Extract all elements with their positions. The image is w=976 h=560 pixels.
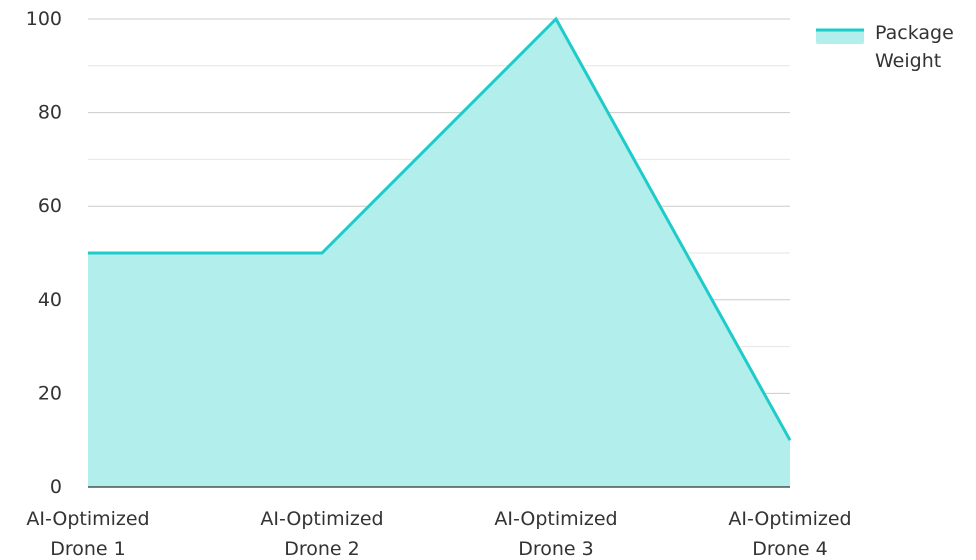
x-tick-label: AI-Optimized	[728, 508, 851, 530]
x-tick-label: Drone 3	[518, 538, 594, 560]
x-tick-label: Drone 2	[284, 538, 360, 560]
x-tick-label: Drone 1	[50, 538, 126, 560]
y-tick-label: 0	[50, 476, 62, 498]
legend-label: Package	[875, 22, 954, 44]
y-tick-label: 20	[38, 382, 62, 404]
y-tick-label: 80	[38, 102, 62, 124]
legend-swatch-fill	[816, 30, 864, 44]
x-tick-label: AI-Optimized	[260, 508, 383, 530]
y-tick-label: 40	[38, 289, 62, 311]
series-line	[88, 16, 792, 441]
tick-labels: 0 20 40 60 80 100 AI-Optimized Drone 1 AI-Optimi…	[26, 8, 852, 560]
series-area-layer	[87, 16, 792, 487]
x-tick-label: Drone 4	[752, 538, 828, 560]
x-tick-label: AI-Optimized	[26, 508, 149, 530]
legend: Package Weight	[816, 22, 954, 72]
x-tick-label: AI-Optimized	[494, 508, 617, 530]
series-area-fill	[88, 19, 790, 487]
y-tick-label: 100	[26, 8, 62, 30]
legend-label: Weight	[875, 50, 941, 72]
y-tick-label: 60	[38, 195, 62, 217]
